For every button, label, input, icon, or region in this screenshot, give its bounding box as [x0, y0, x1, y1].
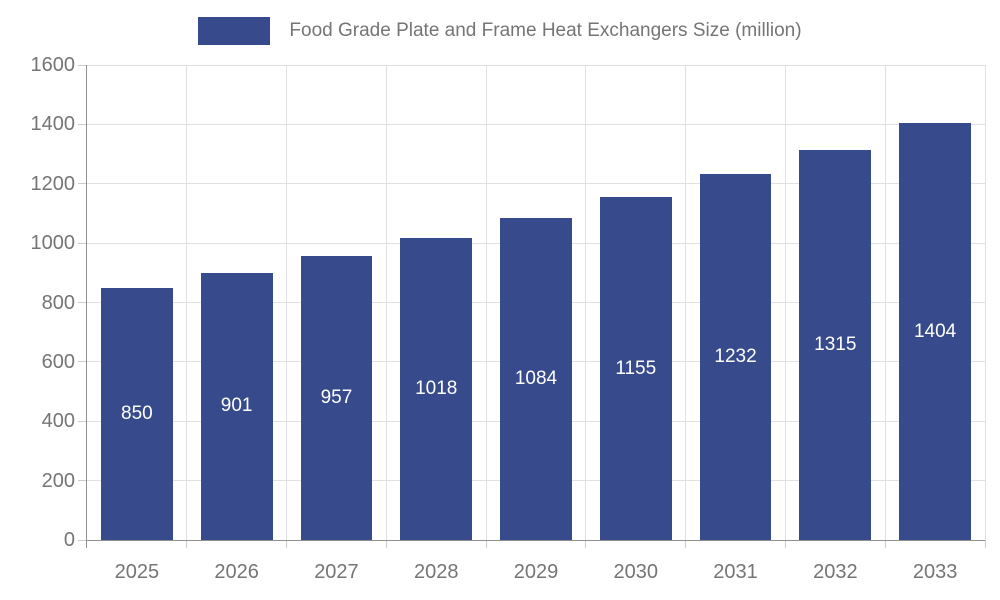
y-gridline — [87, 183, 985, 185]
y-tick-label: 1600 — [30, 54, 76, 76]
x-tick-label: 2032 — [813, 561, 858, 583]
legend-swatch — [198, 17, 271, 45]
y-gridline — [87, 64, 985, 66]
x-gridline — [685, 65, 687, 540]
x-axis-tick — [884, 540, 886, 548]
y-axis-tick — [78, 242, 87, 244]
y-tick-label: 800 — [41, 291, 75, 314]
x-gridline — [485, 65, 487, 540]
y-axis-line — [86, 65, 87, 548]
y-tick-label: 600 — [41, 350, 75, 373]
x-tick-label: 2030 — [613, 561, 659, 583]
x-axis-tick — [784, 540, 786, 548]
y-tick-label: 1200 — [30, 172, 76, 195]
x-tick-label: 2029 — [513, 561, 559, 583]
y-axis-tick — [78, 123, 87, 125]
bar-value-label: 1404 — [913, 320, 957, 342]
y-axis-tick — [78, 480, 87, 482]
x-tick-label: 2033 — [912, 561, 958, 583]
bar — [400, 237, 473, 540]
x-tick-label: 2031 — [713, 561, 758, 583]
bar — [899, 123, 972, 540]
y-axis-tick — [78, 183, 87, 185]
x-gridline — [186, 65, 188, 540]
bar-value-label: 1018 — [415, 377, 458, 399]
x-axis-tick — [984, 540, 986, 548]
y-axis-tick — [78, 420, 87, 422]
x-gridline — [286, 65, 288, 540]
bar — [699, 174, 772, 540]
x-tick-label: 2028 — [413, 561, 459, 583]
x-tick-label: 2025 — [114, 561, 160, 583]
legend-label: Food Grade Plate and Frame Heat Exchange… — [289, 20, 802, 41]
bar — [500, 218, 572, 540]
y-tick-label: 400 — [41, 410, 75, 433]
x-axis-tick — [186, 540, 188, 548]
x-axis-tick — [585, 540, 587, 548]
bar — [100, 287, 173, 540]
y-gridline — [87, 123, 985, 125]
bar — [599, 197, 672, 540]
bar — [300, 255, 373, 540]
x-gridline — [585, 65, 587, 540]
legend-item[interactable]: Food Grade Plate and Frame Heat Exchange… — [0, 17, 1000, 45]
bar-value-label: 850 — [121, 402, 153, 424]
x-axis-line — [87, 539, 985, 541]
x-axis-tick — [485, 540, 487, 548]
x-tick-label: 2026 — [214, 561, 259, 583]
bar-value-label: 901 — [220, 395, 253, 417]
y-axis-tick — [78, 302, 87, 303]
x-gridline — [884, 65, 886, 540]
x-gridline — [385, 65, 387, 540]
y-tick-label: 1400 — [30, 113, 76, 136]
x-axis-tick — [385, 540, 387, 548]
y-axis-tick — [78, 64, 87, 66]
y-axis-tick — [78, 539, 87, 541]
bar-value-label: 1084 — [514, 368, 558, 390]
y-tick-label: 200 — [41, 469, 75, 492]
bar-value-label: 1155 — [615, 357, 657, 379]
bar-value-label: 1315 — [814, 333, 857, 355]
x-gridline — [784, 65, 786, 540]
x-gridline — [984, 65, 986, 540]
bar — [200, 272, 273, 540]
bar-value-label: 1232 — [714, 346, 757, 368]
bar-value-label: 957 — [320, 386, 353, 408]
bar — [799, 149, 872, 540]
y-tick-label: 1000 — [30, 232, 76, 255]
x-axis-tick — [685, 540, 687, 548]
x-axis-tick — [286, 540, 288, 548]
y-tick-label: 0 — [63, 529, 75, 551]
y-axis-tick — [78, 361, 87, 363]
x-tick-label: 2027 — [314, 561, 359, 583]
